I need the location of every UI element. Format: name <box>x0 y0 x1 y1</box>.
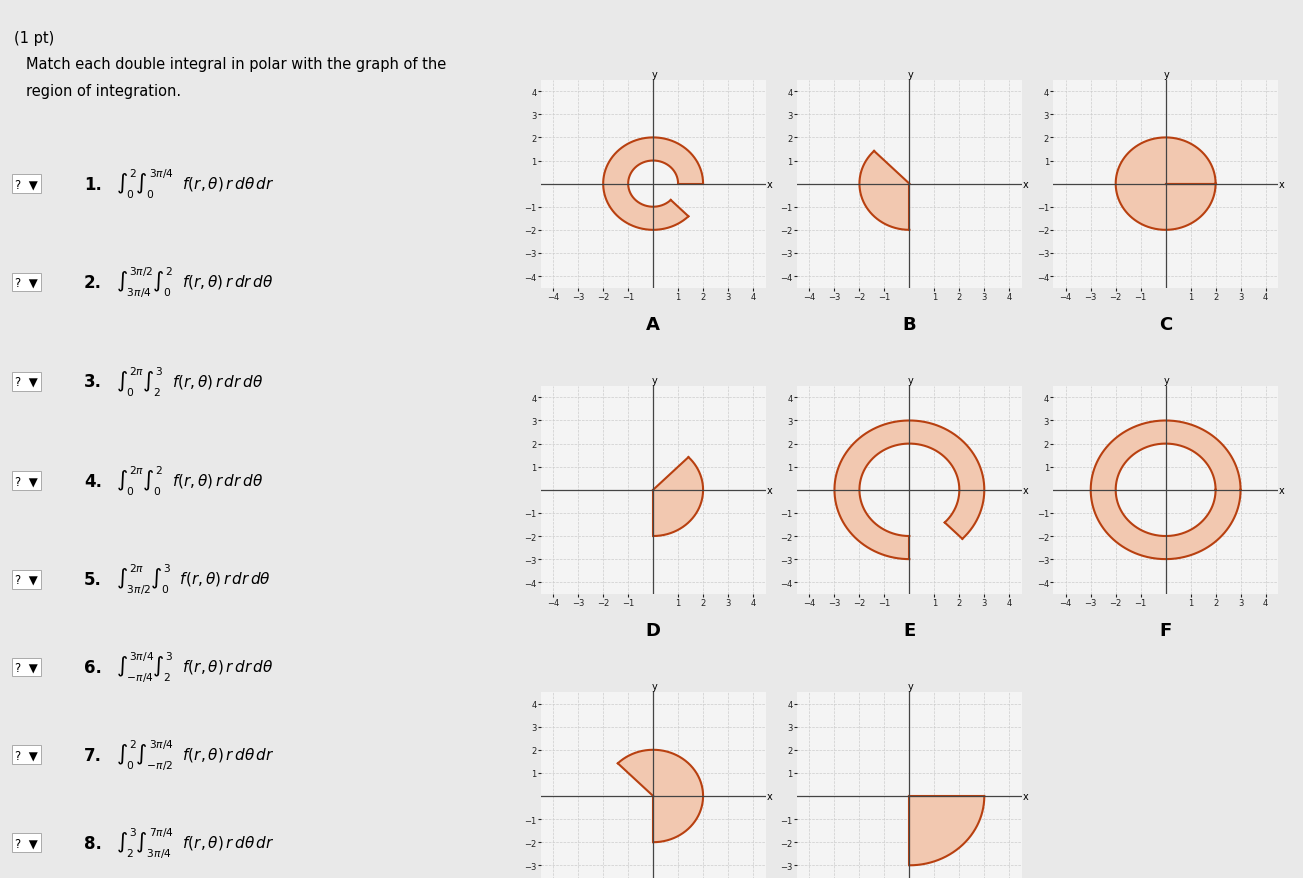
Text: $\int_0^{2\pi}$$\int_0^2$  $f(r,\theta)\,r\,dr\,d\theta$: $\int_0^{2\pi}$$\int_0^2$ $f(r,\theta)\,… <box>116 464 263 498</box>
Text: 7.: 7. <box>83 746 102 764</box>
Text: y: y <box>1164 69 1170 80</box>
Text: ?  ▼: ? ▼ <box>16 749 38 761</box>
Text: $\int_0^2$$\int_{-\pi/2}^{3\pi/4}$  $f(r,\theta)\,r\,d\theta\,dr$: $\int_0^2$$\int_{-\pi/2}^{3\pi/4}$ $f(r,… <box>116 738 275 773</box>
Text: x: x <box>1023 179 1028 190</box>
Polygon shape <box>603 138 704 231</box>
Text: y: y <box>652 681 657 691</box>
Text: x: x <box>1023 486 1028 495</box>
Text: 6.: 6. <box>83 658 102 676</box>
Text: 3.: 3. <box>83 373 102 391</box>
Text: x: x <box>766 791 773 801</box>
Text: ?  ▼: ? ▼ <box>16 573 38 586</box>
Text: ?  ▼: ? ▼ <box>16 178 38 191</box>
Text: y: y <box>908 376 913 385</box>
Text: 4.: 4. <box>83 472 102 490</box>
Polygon shape <box>653 457 704 536</box>
Text: x: x <box>1023 791 1028 801</box>
Text: 2.: 2. <box>83 274 102 291</box>
Text: F: F <box>1160 621 1171 639</box>
Polygon shape <box>860 152 909 231</box>
Text: 1.: 1. <box>83 176 102 193</box>
Text: $\int_0^{2\pi}$$\int_2^3$  $f(r,\theta)\,r\,dr\,d\theta$: $\int_0^{2\pi}$$\int_2^3$ $f(r,\theta)\,… <box>116 365 263 399</box>
Text: C: C <box>1158 315 1173 334</box>
Text: y: y <box>1164 376 1170 385</box>
Text: y: y <box>908 681 913 691</box>
Text: region of integration.: region of integration. <box>26 83 181 98</box>
Text: $\int_{3\pi/4}^{3\pi/2}$$\int_0^2$  $f(r,\theta)\,r\,dr\,d\theta$: $\int_{3\pi/4}^{3\pi/2}$$\int_0^2$ $f(r,… <box>116 265 274 300</box>
Text: y: y <box>652 376 657 385</box>
Text: ?  ▼: ? ▼ <box>16 277 38 289</box>
Polygon shape <box>909 796 984 866</box>
Text: ?  ▼: ? ▼ <box>16 475 38 487</box>
Text: $\int_{3\pi/2}^{2\pi}$$\int_0^3$  $f(r,\theta)\,r\,dr\,d\theta$: $\int_{3\pi/2}^{2\pi}$$\int_0^3$ $f(r,\t… <box>116 562 271 597</box>
Polygon shape <box>1115 138 1216 231</box>
Text: x: x <box>1280 179 1285 190</box>
Text: y: y <box>652 69 657 80</box>
Text: 5.: 5. <box>83 571 102 588</box>
Text: B: B <box>903 315 916 334</box>
Text: y: y <box>908 69 913 80</box>
Text: x: x <box>1280 486 1285 495</box>
Text: (1 pt): (1 pt) <box>13 31 53 46</box>
Text: $\int_2^3$$\int_{3\pi/4}^{7\pi/4}$  $f(r,\theta)\,r\,d\theta\,dr$: $\int_2^3$$\int_{3\pi/4}^{7\pi/4}$ $f(r,… <box>116 825 275 860</box>
Text: $\int_0^2$$\int_0^{3\pi/4}$  $f(r,\theta)\,r\,d\theta\,dr$: $\int_0^2$$\int_0^{3\pi/4}$ $f(r,\theta)… <box>116 168 275 201</box>
Text: x: x <box>766 179 773 190</box>
Text: ?  ▼: ? ▼ <box>16 837 38 849</box>
Text: ?  ▼: ? ▼ <box>16 376 38 388</box>
Text: $\int_{-\pi/4}^{3\pi/4}$$\int_2^3$  $f(r,\theta)\,r\,dr\,d\theta$: $\int_{-\pi/4}^{3\pi/4}$$\int_2^3$ $f(r,… <box>116 650 274 685</box>
Text: x: x <box>766 486 773 495</box>
Polygon shape <box>618 750 704 842</box>
Text: Match each double integral in polar with the graph of the: Match each double integral in polar with… <box>26 57 446 72</box>
Polygon shape <box>834 421 984 559</box>
Polygon shape <box>1091 421 1240 559</box>
Text: D: D <box>645 621 661 639</box>
Text: ?  ▼: ? ▼ <box>16 661 38 673</box>
Text: 8.: 8. <box>83 834 102 852</box>
Text: E: E <box>903 621 916 639</box>
Text: A: A <box>646 315 661 334</box>
